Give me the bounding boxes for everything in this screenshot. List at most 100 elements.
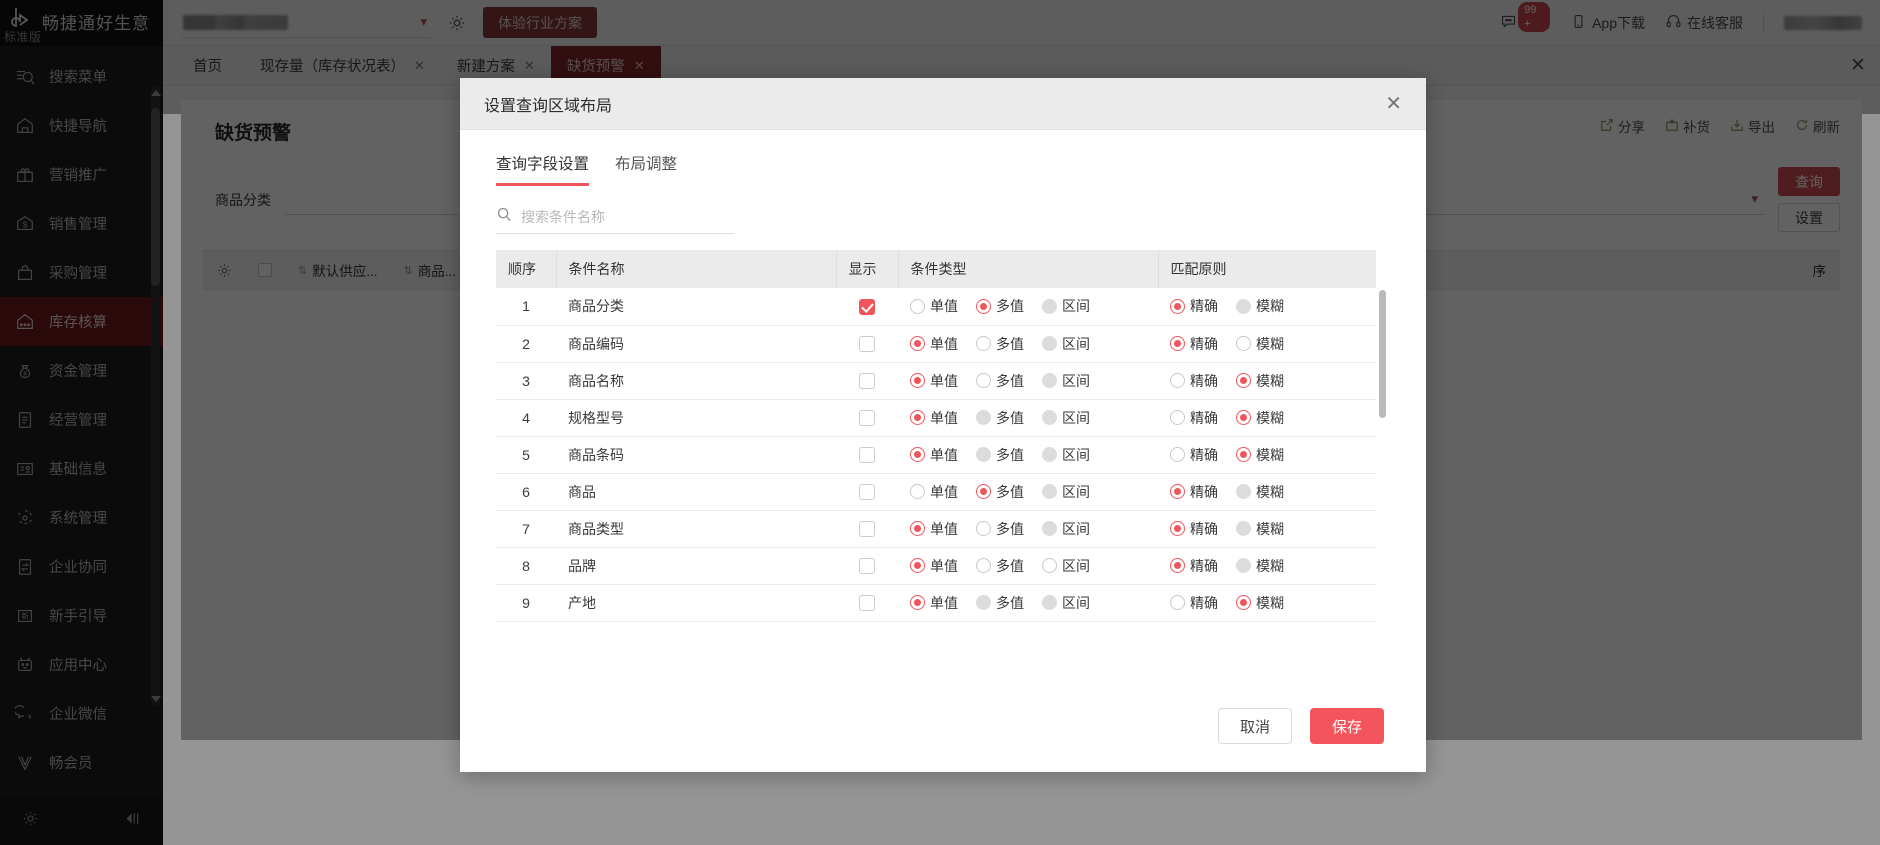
search-condition-box[interactable]: [496, 200, 734, 234]
grid-col-seq[interactable]: 序: [1813, 260, 1827, 280]
match-rule-option[interactable]: 模糊: [1236, 371, 1284, 391]
show-checkbox[interactable]: [859, 484, 875, 501]
condition-type-option[interactable]: 多值: [976, 519, 1024, 539]
condition-type-option[interactable]: 多值: [976, 296, 1024, 316]
sidebar-item-vip[interactable]: 畅会员: [0, 738, 163, 787]
condition-type-option[interactable]: 区间: [1042, 630, 1090, 631]
match-rule-option[interactable]: 精确: [1170, 519, 1218, 539]
show-checkbox[interactable]: [859, 558, 875, 575]
condition-type-option[interactable]: 区间: [1042, 556, 1090, 576]
close-icon[interactable]: ✕: [1385, 92, 1402, 115]
org-selector[interactable]: ▾: [181, 8, 431, 38]
show-checkbox[interactable]: [859, 298, 875, 315]
sidebar-item-sales[interactable]: $ 销售管理: [0, 199, 163, 248]
gear-icon[interactable]: [445, 11, 469, 35]
match-rule-option[interactable]: 模糊: [1236, 408, 1284, 428]
match-rule-option[interactable]: 精确: [1170, 371, 1218, 391]
match-rule-option[interactable]: 模糊: [1236, 334, 1284, 354]
sidebar-item-system[interactable]: 系统管理: [0, 493, 163, 542]
condition-type-option[interactable]: 多值: [976, 556, 1024, 576]
tab-inventory-status[interactable]: 现存量（库存状况表） ✕: [244, 46, 441, 85]
sidebar-item-wechat-work[interactable]: 企业微信: [0, 689, 163, 738]
show-checkbox[interactable]: [859, 521, 875, 538]
scrollbar-thumb[interactable]: [1379, 290, 1386, 418]
grid-select-all-checkbox[interactable]: [258, 263, 272, 277]
scroll-up-icon[interactable]: [150, 86, 161, 100]
match-rule-option[interactable]: 精确: [1170, 482, 1218, 502]
tab-new-scheme[interactable]: 新建方案 ✕: [441, 46, 551, 85]
sidebar-item-newbie-guide[interactable]: 新 新手引导: [0, 591, 163, 640]
sidebar-item-app-center[interactable]: 应用中心: [0, 640, 163, 689]
close-all-tabs-icon[interactable]: ✕: [1850, 55, 1866, 76]
show-checkbox[interactable]: [859, 373, 875, 390]
tab-layout-adjust[interactable]: 布局调整: [615, 156, 678, 173]
table-scrollbar[interactable]: [1379, 290, 1386, 620]
tab-home[interactable]: 首页: [171, 46, 244, 85]
settings-button[interactable]: 设置: [1778, 203, 1840, 232]
sidebar-item-purchase[interactable]: 采购管理: [0, 248, 163, 297]
condition-type-option[interactable]: 单值: [910, 482, 958, 502]
match-rule-option[interactable]: 精确: [1170, 556, 1218, 576]
refresh-button[interactable]: 刷新: [1795, 116, 1840, 136]
condition-type-option[interactable]: 单值: [910, 445, 958, 465]
sidebar-item-basic-info[interactable]: 基础信息: [0, 444, 163, 493]
match-rule-option[interactable]: 精确: [1170, 296, 1218, 316]
grid-settings-icon[interactable]: [217, 263, 232, 278]
query-button[interactable]: 查询: [1778, 167, 1840, 196]
condition-type-option[interactable]: 多值: [976, 482, 1024, 502]
cancel-button[interactable]: 取消: [1218, 708, 1292, 744]
condition-type-option[interactable]: 多值: [976, 371, 1024, 391]
sidebar-item-funds[interactable]: ¥ 资金管理: [0, 346, 163, 395]
show-checkbox[interactable]: [859, 410, 875, 427]
sidebar-item-operations[interactable]: 经营管理: [0, 395, 163, 444]
grid-col-default-supplier[interactable]: ⇅ 默认供应...: [298, 260, 377, 280]
sidebar-item-search-menu[interactable]: 搜索菜单: [0, 52, 163, 101]
app-download-button[interactable]: App下载: [1570, 13, 1645, 33]
match-rule-option[interactable]: 精确: [1170, 593, 1218, 613]
sidebar-item-quick-nav[interactable]: 快捷导航: [0, 101, 163, 150]
condition-type-option[interactable]: 单值: [910, 556, 958, 576]
collapse-icon[interactable]: [124, 810, 141, 832]
match-rule-option[interactable]: 精确: [1170, 334, 1218, 354]
condition-type-option[interactable]: 多值: [976, 630, 1024, 631]
match-rule-option[interactable]: 精确: [1170, 630, 1218, 631]
close-icon[interactable]: ✕: [414, 57, 425, 73]
sidebar-item-marketing[interactable]: 营销推广: [0, 150, 163, 199]
messages-button[interactable]: 消息 99 +: [1500, 1, 1551, 33]
condition-type-option[interactable]: 单值: [910, 371, 958, 391]
search-input[interactable]: [521, 208, 706, 225]
match-rule-option[interactable]: 精确: [1170, 408, 1218, 428]
grid-col-product[interactable]: ⇅ 商品...: [403, 260, 455, 280]
sidebar-scrollbar[interactable]: [150, 86, 161, 706]
condition-type-option[interactable]: 单值: [910, 334, 958, 354]
condition-type-option[interactable]: 单值: [910, 519, 958, 539]
chevron-down-icon[interactable]: ▾: [1751, 191, 1758, 206]
replenish-button[interactable]: 补货: [1665, 116, 1710, 136]
match-rule-option[interactable]: 模糊: [1236, 445, 1284, 465]
tab-query-field-settings[interactable]: 查询字段设置: [496, 152, 590, 186]
export-button[interactable]: 导出: [1730, 116, 1775, 136]
condition-type-option[interactable]: 单值: [910, 408, 958, 428]
match-rule-option[interactable]: 模糊: [1236, 593, 1284, 613]
sidebar-item-inventory[interactable]: 库存核算: [0, 297, 163, 346]
show-checkbox[interactable]: [859, 595, 875, 612]
scrollbar-thumb[interactable]: [151, 108, 160, 286]
close-icon[interactable]: ✕: [523, 57, 535, 73]
user-name[interactable]: [1784, 15, 1862, 30]
gear-icon[interactable]: [22, 810, 39, 832]
share-button[interactable]: 分享: [1600, 116, 1645, 136]
scroll-down-icon[interactable]: [150, 692, 161, 706]
online-support-button[interactable]: 在线客服: [1665, 13, 1743, 33]
chevron-down-icon[interactable]: ▾: [420, 14, 427, 29]
show-checkbox[interactable]: [859, 336, 875, 353]
close-icon[interactable]: ✕: [633, 57, 645, 73]
show-checkbox[interactable]: [859, 447, 875, 464]
condition-type-option[interactable]: 单值: [910, 593, 958, 613]
experience-solution-button[interactable]: 体验行业方案: [483, 7, 597, 38]
condition-type-option[interactable]: 单值: [910, 630, 958, 631]
save-button[interactable]: 保存: [1310, 708, 1384, 744]
match-rule-option[interactable]: 精确: [1170, 445, 1218, 465]
sidebar-item-collaboration[interactable]: 企业协同: [0, 542, 163, 591]
condition-type-option[interactable]: 多值: [976, 334, 1024, 354]
condition-type-option[interactable]: 单值: [910, 296, 958, 316]
